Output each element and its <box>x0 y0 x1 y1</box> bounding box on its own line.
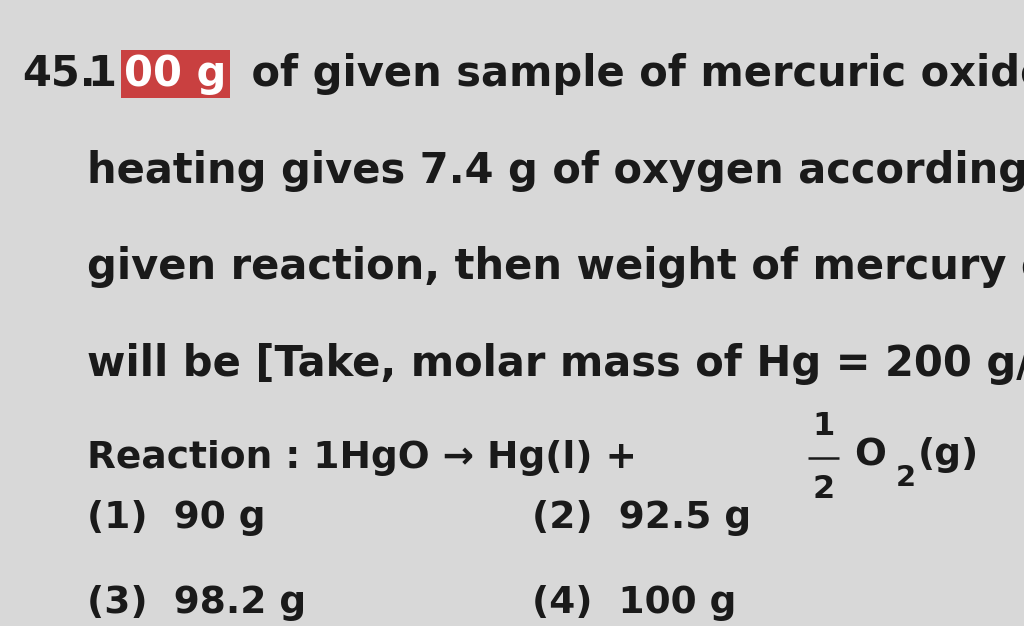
Text: (1)  90 g: (1) 90 g <box>87 500 265 536</box>
Text: (2)  92.5 g: (2) 92.5 g <box>532 500 752 536</box>
Text: will be [Take, molar mass of Hg = 200 g/mol]: will be [Take, molar mass of Hg = 200 g/… <box>87 343 1024 385</box>
Text: given reaction, then weight of mercury obtained: given reaction, then weight of mercury o… <box>87 247 1024 289</box>
Text: of given sample of mercuric oxide on: of given sample of mercuric oxide on <box>237 53 1024 95</box>
Text: Reaction : 1HgO → Hg(l) +: Reaction : 1HgO → Hg(l) + <box>87 440 650 476</box>
Text: 45.: 45. <box>23 53 96 95</box>
Text: 2: 2 <box>896 464 915 492</box>
Text: heating gives 7.4 g of oxygen according to: heating gives 7.4 g of oxygen according … <box>87 150 1024 192</box>
Text: 1: 1 <box>813 411 835 443</box>
Text: 1: 1 <box>87 53 116 95</box>
Text: (4)  100 g: (4) 100 g <box>532 585 737 621</box>
Text: 2: 2 <box>813 474 835 505</box>
Text: 00 g: 00 g <box>125 53 227 95</box>
Text: (g): (g) <box>919 438 979 473</box>
Text: (3)  98.2 g: (3) 98.2 g <box>87 585 306 621</box>
Text: O: O <box>854 438 887 473</box>
